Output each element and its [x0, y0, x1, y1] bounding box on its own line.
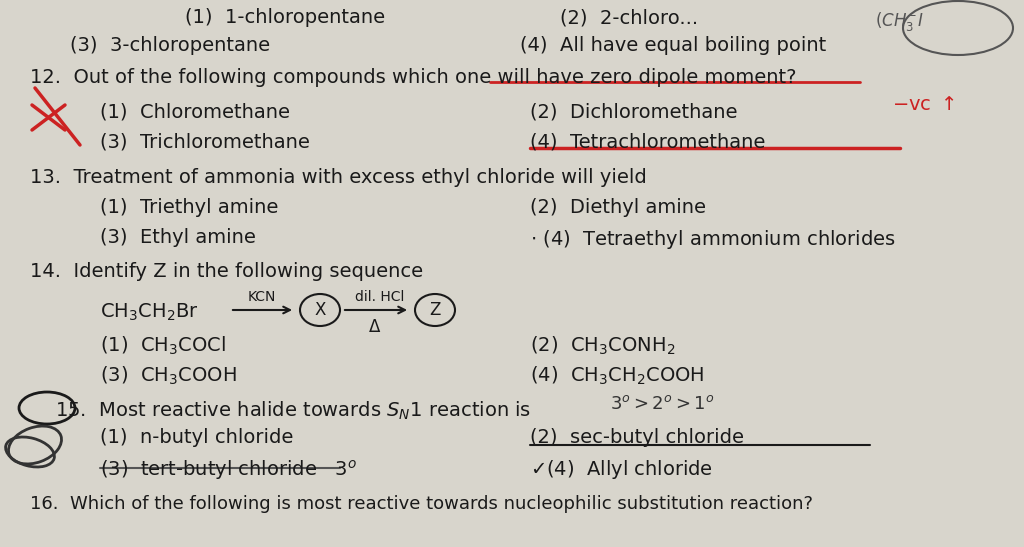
- Text: (1)  n-butyl chloride: (1) n-butyl chloride: [100, 428, 293, 447]
- Text: 14.  Identify Z in the following sequence: 14. Identify Z in the following sequence: [30, 262, 423, 281]
- Text: (2)  $\mathregular{CH_3CONH_2}$: (2) $\mathregular{CH_3CONH_2}$: [530, 335, 676, 357]
- Text: (3)  tert-butyl chloride   $3^o$: (3) tert-butyl chloride $3^o$: [100, 458, 357, 482]
- Text: (4)  $\mathregular{CH_3CH_2COOH}$: (4) $\mathregular{CH_3CH_2COOH}$: [530, 365, 705, 387]
- Text: (2)  sec-butyl chloride: (2) sec-butyl chloride: [530, 428, 744, 447]
- Text: (1)  1-chloropentane: (1) 1-chloropentane: [185, 8, 385, 27]
- Text: (2)  Dichloromethane: (2) Dichloromethane: [530, 102, 737, 121]
- Text: Z: Z: [429, 301, 440, 319]
- Text: dil. HCl: dil. HCl: [355, 290, 404, 304]
- Text: 15.  Most reactive halide towards $S_N1$ reaction is: 15. Most reactive halide towards $S_N1$ …: [55, 400, 531, 422]
- Text: $\mathregular{CH_3CH_2Br}$: $\mathregular{CH_3CH_2Br}$: [100, 302, 199, 323]
- Text: $\cdot$ (4)  Tetraethyl ammonium chlorides: $\cdot$ (4) Tetraethyl ammonium chloride…: [530, 228, 896, 251]
- Text: (2)  Diethyl amine: (2) Diethyl amine: [530, 198, 706, 217]
- Text: (3)  3-chloropentane: (3) 3-chloropentane: [70, 36, 270, 55]
- Text: $-$vc $\uparrow$: $-$vc $\uparrow$: [892, 95, 955, 114]
- Text: (3)  Trichloromethane: (3) Trichloromethane: [100, 132, 310, 151]
- Text: $3^o$$>$$2^o$$>$$1^o$: $3^o$$>$$2^o$$>$$1^o$: [610, 395, 715, 413]
- Text: $(CH_3^{-}I$: $(CH_3^{-}I$: [874, 10, 924, 33]
- Text: (4)  Tetrachloromethane: (4) Tetrachloromethane: [530, 132, 765, 151]
- Text: (1)  Chloromethane: (1) Chloromethane: [100, 102, 290, 121]
- Text: KCN: KCN: [248, 290, 276, 304]
- Text: $\checkmark$(4)  Allyl chloride: $\checkmark$(4) Allyl chloride: [530, 458, 713, 481]
- Text: 13.  Treatment of ammonia with excess ethyl chloride will yield: 13. Treatment of ammonia with excess eth…: [30, 168, 647, 187]
- Text: (1)  $\mathregular{CH_3COCl}$: (1) $\mathregular{CH_3COCl}$: [100, 335, 226, 357]
- Text: (2)  2-chloro...: (2) 2-chloro...: [560, 8, 698, 27]
- Text: (3)  Ethyl amine: (3) Ethyl amine: [100, 228, 256, 247]
- Text: 16.  Which of the following is most reactive towards nucleophilic substitution r: 16. Which of the following is most react…: [30, 495, 813, 513]
- Text: (1)  Triethyl amine: (1) Triethyl amine: [100, 198, 279, 217]
- Text: (3)  $\mathregular{CH_3COOH}$: (3) $\mathregular{CH_3COOH}$: [100, 365, 237, 387]
- Text: $\Delta$: $\Delta$: [369, 318, 382, 336]
- Text: X: X: [314, 301, 326, 319]
- Text: 12.  Out of the following compounds which one will have zero dipole moment?: 12. Out of the following compounds which…: [30, 68, 797, 87]
- Text: (4)  All have equal boiling point: (4) All have equal boiling point: [520, 36, 826, 55]
